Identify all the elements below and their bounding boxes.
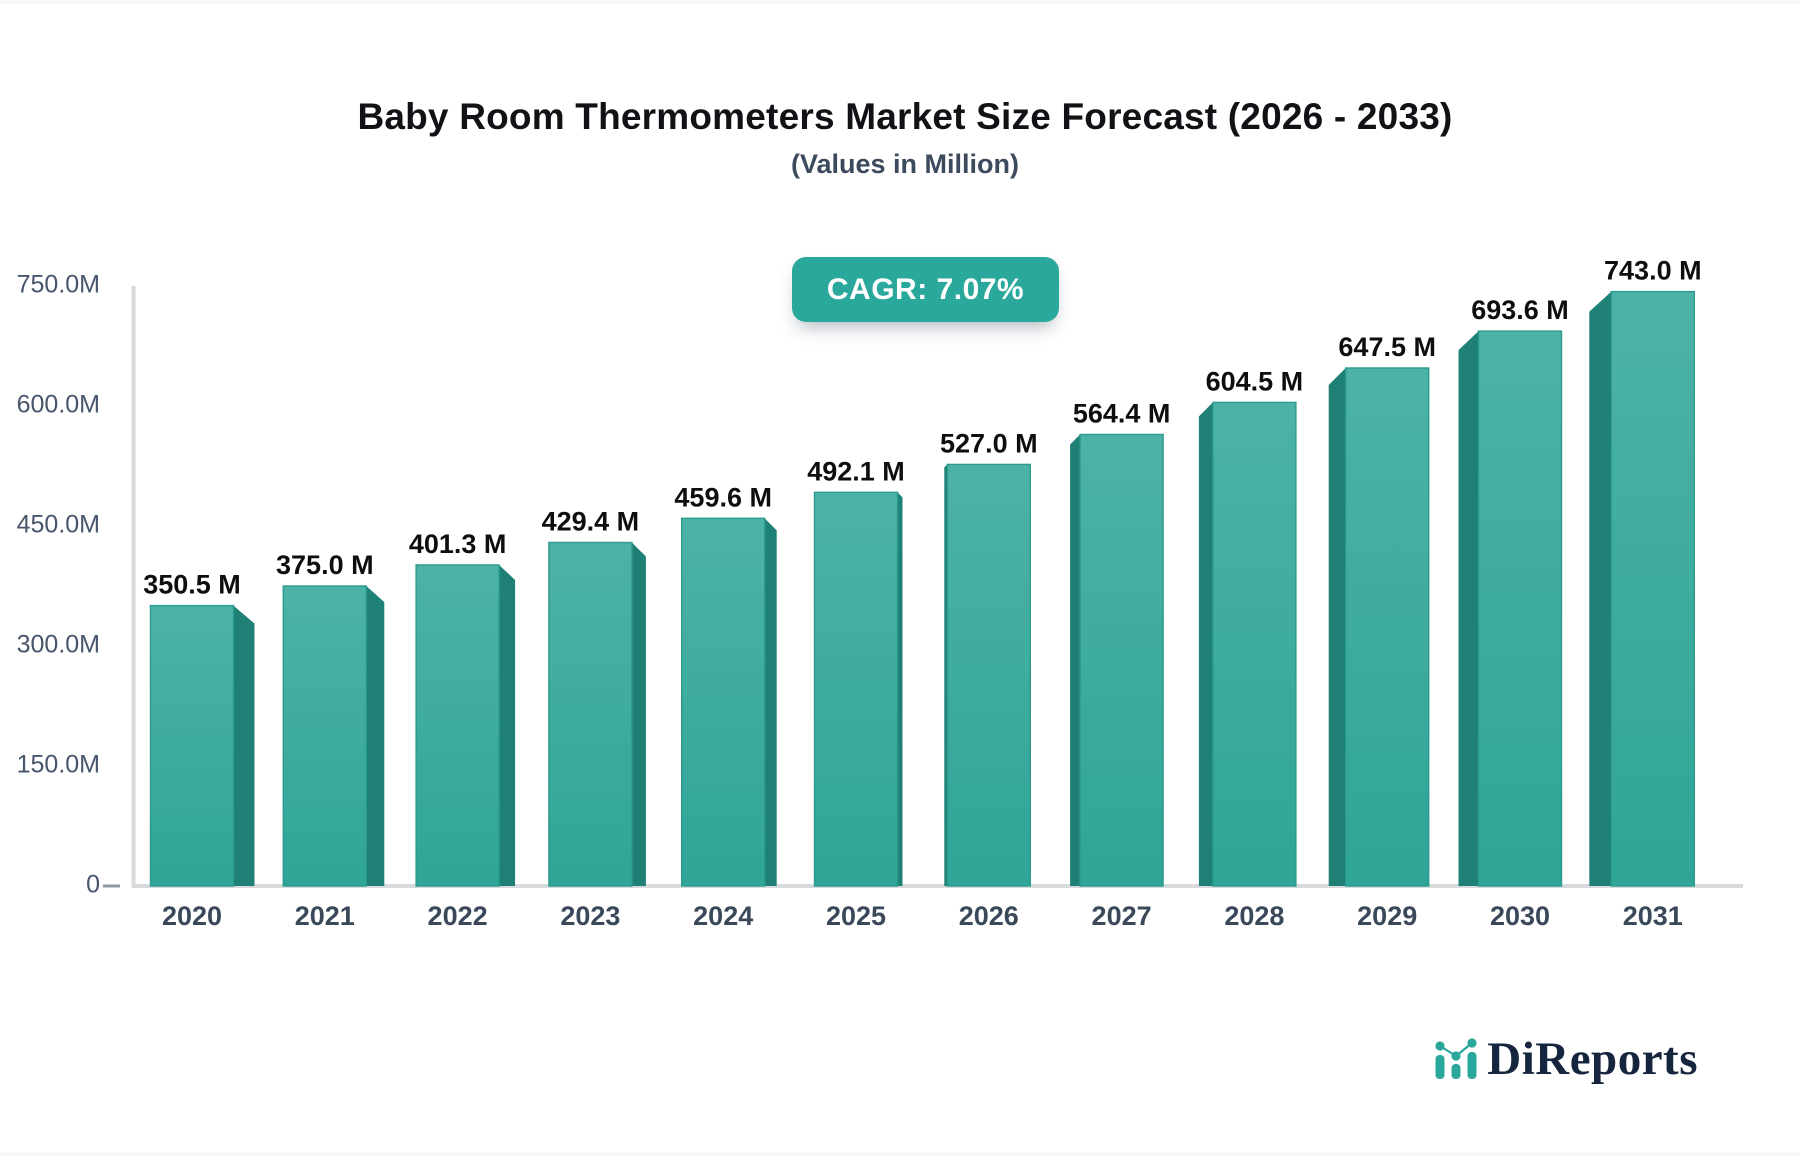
x-axis-label: 2027 [1092,901,1152,931]
bar-value-label: 429.4 M [542,506,640,536]
bar-value-label: 350.5 M [143,570,241,600]
bar-value-label: 375.0 M [276,550,374,580]
bar-value-label: 564.4 M [1073,398,1171,428]
y-tick-label: 150.0M [17,751,100,779]
y-tick-label: 600.0M [17,391,100,419]
cagr-badge-label: CAGR: 7.07% [826,272,1025,306]
bar-face [149,604,235,887]
bar-group-2029: 647.5 M 2029 [1328,332,1436,931]
bar-side-face [944,464,948,886]
bar-group-2031: 743.0 M 2031 [1589,256,1702,931]
bar-side-face [764,518,777,886]
bar-group-2025: 492.1 M 2025 [807,456,905,931]
bar-side-face [1328,368,1346,886]
bar-value-label: 743.0 M [1604,256,1702,286]
bar-group-2023: 429.4 M 2023 [542,506,646,931]
bar-face [946,463,1031,887]
page-bottom-edge [0,1152,1800,1156]
y-tick-label: 450.0M [17,511,100,539]
bar-face [681,517,766,887]
bar-group-2022: 401.3 M 2022 [409,529,516,931]
page-top-edge [0,0,1800,4]
x-axis-label: 2026 [959,901,1019,931]
bar-side-face [1070,434,1081,886]
bar-value-label: 693.6 M [1471,295,1569,325]
bar-side-face [233,605,255,886]
bar-face [1610,290,1696,887]
bar-face [1344,367,1430,887]
y-tick-label: 300.0M [17,631,100,659]
bar-side-face [1458,331,1479,886]
y-tick-label: 750.0M [17,271,100,299]
bar-face [415,564,500,887]
bar-group-2020: 350.5 M 2020 [143,570,255,931]
bar-side-face [1589,291,1612,887]
x-axis-label: 2028 [1224,901,1284,931]
bar-value-label: 527.0 M [940,428,1038,458]
bar-value-label: 647.5 M [1338,332,1436,362]
cagr-badge: CAGR: 7.07% [792,257,1059,322]
bar-value-label: 492.1 M [807,456,905,486]
y-tick-label: 0 [86,871,100,899]
bar-side-face [499,564,516,886]
x-axis-label: 2024 [693,901,753,931]
bar-value-label: 459.6 M [674,482,772,512]
bar-face [813,491,899,887]
bar-group-2021: 375.0 M 2021 [276,550,385,931]
x-axis-label: 2030 [1490,901,1550,931]
bar-group-2024: 459.6 M 2024 [674,482,777,931]
direports-logo: DiReports [1431,1036,1698,1083]
bar-value-label: 604.5 M [1206,366,1304,396]
bar-side-face [1198,402,1213,886]
bar-face [1079,433,1164,887]
direports-logo-icon [1435,1038,1477,1079]
bar-face [548,541,633,887]
direports-logo-text: DiReports [1487,1033,1698,1085]
bar-side-face [897,492,903,886]
bar-group-2027: 564.4 M 2027 [1070,398,1170,931]
bar-side-face [631,542,646,886]
bar-group-2030: 693.6 M 2030 [1458,295,1569,931]
x-axis-label: 2022 [428,901,488,931]
bar-group-2028: 604.5 M 2028 [1198,366,1304,931]
x-axis-label: 2029 [1357,901,1417,931]
chart-subtitle: (Values in Million) [790,149,1020,179]
x-axis-label: 2021 [295,901,355,931]
bar-face [282,585,367,887]
x-axis-label: 2020 [162,901,222,931]
bar-value-label: 401.3 M [409,529,507,559]
x-axis-label: 2025 [826,901,886,931]
chart-title: Baby Room Thermometers Market Size Forec… [357,96,1453,137]
x-axis-label: 2023 [560,901,620,931]
bar-side-face [366,586,385,886]
bar-face [1212,401,1297,887]
bar-group-2026: 527.0 M 2026 [940,428,1038,931]
x-axis-label: 2031 [1623,901,1683,931]
bar-face [1477,330,1563,887]
